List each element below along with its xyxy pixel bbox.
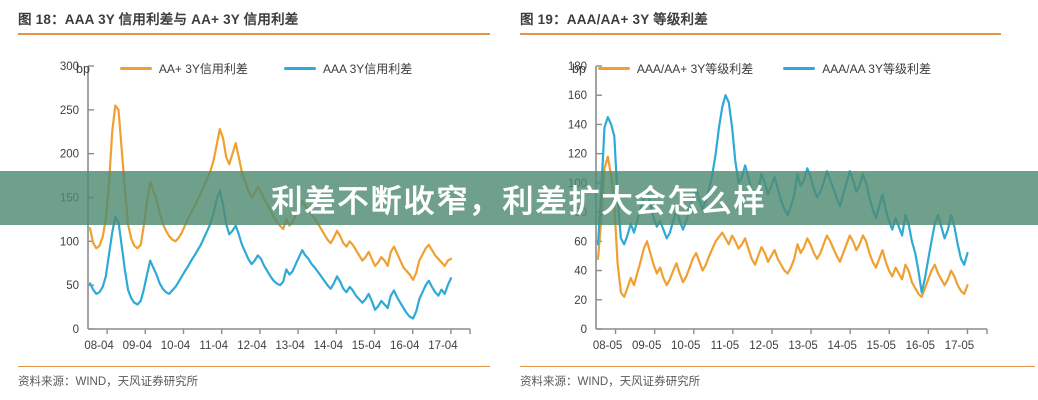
svg-text:11-04: 11-04 [199, 340, 228, 352]
legend-item: AAA 3Y信用利差 [283, 60, 413, 77]
svg-text:08-04: 08-04 [84, 340, 114, 352]
figure-18-chart-area: bp AA+ 3Y信用利差 AAA 3Y信用利差 050100150200250… [18, 44, 490, 364]
svg-text:10-05: 10-05 [671, 340, 700, 352]
svg-text:14-05: 14-05 [827, 340, 856, 352]
legend-line-swatch-blue [783, 67, 816, 70]
figure-19-legend: bp AAA/AA+ 3Y等级利差 AAA/AA 3Y等级利差 [572, 60, 961, 77]
svg-text:60: 60 [574, 236, 587, 248]
figure-19-source: 资料来源：WIND，天风证券研究所 [520, 366, 1035, 389]
y-unit-label: bp [572, 61, 586, 76]
svg-text:15-05: 15-05 [867, 340, 896, 352]
svg-text:0: 0 [73, 324, 79, 336]
figure-19-title: 图 19：AAA/AA+ 3Y 等级利差 [520, 8, 1001, 35]
figure-18-source: 资料来源：WIND，天风证券研究所 [18, 366, 490, 389]
legend-item: AA+ 3Y信用利差 [119, 60, 248, 77]
legend-line-swatch-orange [597, 67, 630, 70]
legend-item: AAA/AA+ 3Y等级利差 [597, 60, 754, 77]
svg-text:140: 140 [568, 119, 587, 131]
svg-text:16-04: 16-04 [390, 340, 420, 352]
svg-text:120: 120 [568, 149, 587, 161]
figure-18-title: 图 18：AAA 3Y 信用利差与 AA+ 3Y 信用利差 [18, 8, 490, 35]
svg-text:11-05: 11-05 [711, 340, 740, 352]
svg-text:100: 100 [60, 236, 79, 248]
figure-18-legend: bp AA+ 3Y信用利差 AAA 3Y信用利差 [76, 60, 448, 77]
svg-text:10-04: 10-04 [161, 340, 191, 352]
svg-text:12-05: 12-05 [749, 340, 778, 352]
overlay-headline-banner: 利差不断收窄，利差扩大会怎么样 [0, 171, 1038, 225]
svg-text:17-05: 17-05 [945, 340, 974, 352]
svg-text:160: 160 [568, 90, 587, 102]
legend-line-swatch-orange [119, 67, 152, 70]
svg-text:09-04: 09-04 [123, 340, 153, 352]
svg-text:40: 40 [574, 266, 587, 278]
svg-text:09-05: 09-05 [632, 340, 661, 352]
overlay-headline-text: 利差不断收窄，利差扩大会怎么样 [271, 183, 767, 219]
svg-text:0: 0 [581, 324, 587, 336]
svg-text:20: 20 [574, 295, 587, 307]
svg-text:08-05: 08-05 [593, 340, 622, 352]
svg-text:16-05: 16-05 [906, 340, 935, 352]
svg-text:300: 300 [60, 61, 79, 73]
figure-18-panel: 图 18：AAA 3Y 信用利差与 AA+ 3Y 信用利差 bp AA+ 3Y信… [18, 8, 490, 389]
legend-label: AAA/AA 3Y等级利差 [822, 62, 931, 76]
svg-text:50: 50 [66, 280, 79, 292]
legend-label: AAA/AA+ 3Y等级利差 [636, 62, 754, 76]
legend-line-swatch-blue [283, 67, 316, 70]
legend-item: AAA/AA 3Y等级利差 [783, 60, 931, 77]
svg-text:15-04: 15-04 [352, 340, 382, 352]
legend-label: AA+ 3Y信用利差 [158, 62, 248, 76]
legend-label: AAA 3Y信用利差 [322, 62, 413, 76]
y-unit-label: bp [76, 61, 90, 76]
svg-text:250: 250 [60, 105, 79, 117]
svg-text:180: 180 [568, 61, 587, 73]
svg-text:12-04: 12-04 [237, 340, 267, 352]
svg-text:17-04: 17-04 [428, 340, 458, 352]
svg-text:13-05: 13-05 [788, 340, 817, 352]
svg-text:14-04: 14-04 [314, 340, 344, 352]
svg-text:13-04: 13-04 [275, 340, 305, 352]
svg-text:200: 200 [60, 149, 79, 161]
